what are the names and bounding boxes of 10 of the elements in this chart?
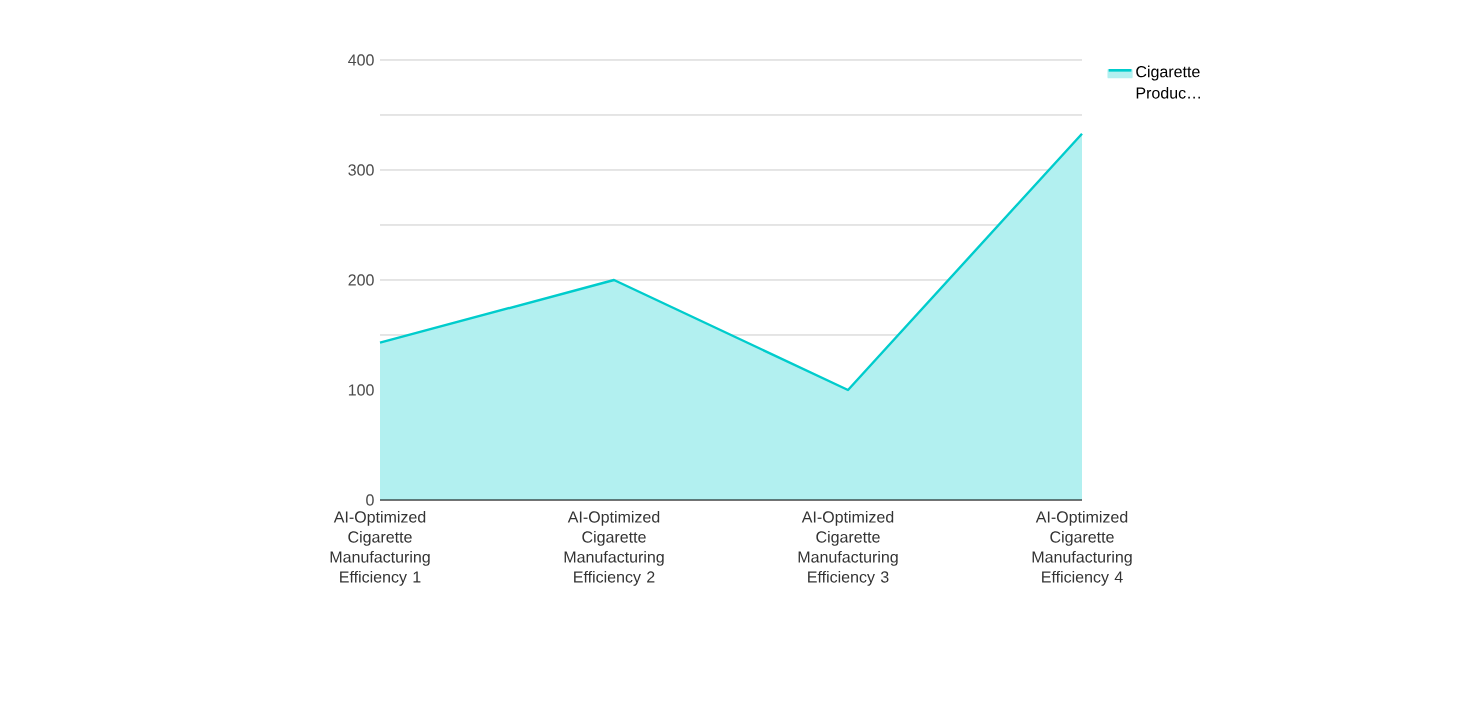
y-tick-label: 0 [366,494,374,506]
y-tick-label: 400 [348,54,374,66]
x-tick-label: AI-Optimized Cigarette Manufacturing Efficiency 1 [330,510,430,586]
y-tick-label: 100 [348,384,374,396]
x-tick-label: AI-Optimized Cigarette Manufacturing Efficiency 3 [798,510,898,586]
x-tick-label: AI-Optimized Cigarette Manufacturing Efficiency 2 [564,510,664,586]
y-tick-label: 200 [348,274,374,286]
y-tick-label: 300 [348,164,374,176]
legend-label: Cigarette Produc… [1136,65,1200,99]
x-tick-label: AI-Optimized Cigarette Manufacturing Efficiency 4 [1032,510,1132,586]
